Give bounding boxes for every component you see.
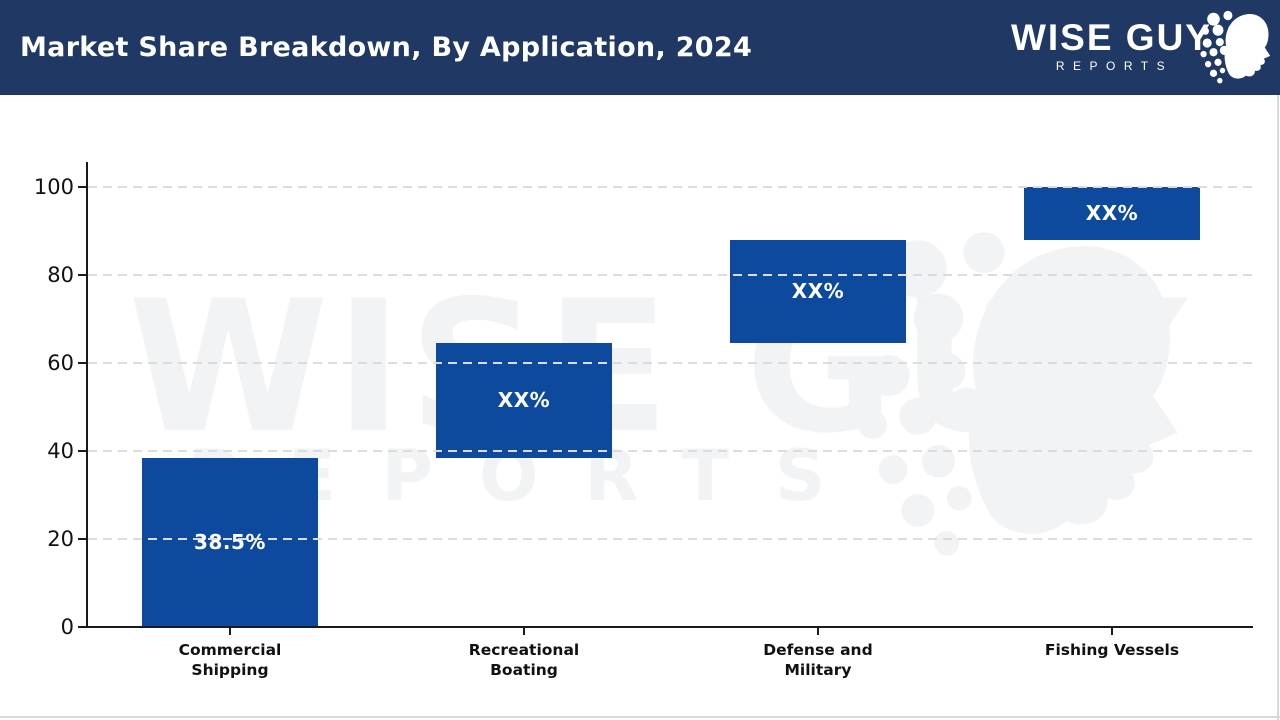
y-axis-tick-mark bbox=[78, 626, 86, 628]
logo-subtitle: REPORTS bbox=[1055, 59, 1174, 73]
bar-defense-and-military: XX% bbox=[730, 239, 906, 344]
y-axis-tick-mark bbox=[78, 450, 86, 452]
x-axis-tick-mark bbox=[817, 628, 819, 635]
y-axis-tick-label-40: 40 bbox=[47, 439, 74, 463]
y-axis-spine bbox=[86, 162, 88, 627]
category-label-line: Recreational bbox=[468, 641, 580, 659]
logo-text: WISE GUY REPORTS bbox=[1010, 17, 1212, 74]
gridline-100 bbox=[88, 186, 1253, 188]
header-bar: Market Share Breakdown, By Application, … bbox=[0, 0, 1280, 95]
bar-commercial-shipping: 38.5% bbox=[142, 457, 318, 627]
gridline-80 bbox=[88, 274, 1253, 276]
y-axis-tick-label-100: 100 bbox=[33, 175, 74, 199]
page-right-border bbox=[1277, 95, 1279, 720]
y-axis-tick-mark bbox=[78, 274, 86, 276]
x-axis-category-label-commercial-shipping: Commercial Shipping bbox=[115, 640, 345, 680]
y-axis-tick-label-60: 60 bbox=[47, 351, 74, 375]
x-axis-category-label-defense-and-military: Defense and Military bbox=[703, 640, 933, 680]
bar-value-label: 38.5% bbox=[194, 530, 266, 555]
y-axis-tick-mark bbox=[78, 362, 86, 364]
bar-recreational-boating: XX% bbox=[436, 343, 612, 458]
y-axis-tick-label-20: 20 bbox=[47, 527, 74, 551]
x-axis-tick-mark bbox=[523, 628, 525, 635]
x-axis-category-label-recreational-boating: Recreational Boating bbox=[409, 640, 639, 680]
category-label-line: Fishing Vessels bbox=[1044, 641, 1180, 659]
y-axis-tick-label-80: 80 bbox=[47, 263, 74, 287]
y-axis-tick-label-0: 0 bbox=[60, 615, 74, 639]
logo-head-icon bbox=[1200, 10, 1271, 84]
x-axis-tick-mark bbox=[1111, 628, 1113, 635]
y-axis-tick-mark bbox=[78, 186, 86, 188]
category-label-line: Defense and bbox=[763, 641, 873, 659]
category-label-line: Shipping bbox=[191, 661, 269, 679]
wise-guy-reports-logo: WISE GUY REPORTS bbox=[1010, 4, 1271, 92]
x-axis-tick-mark bbox=[229, 628, 231, 635]
x-axis-spine bbox=[86, 626, 1253, 628]
y-axis-tick-mark bbox=[78, 538, 86, 540]
page-bottom-border bbox=[0, 716, 1280, 718]
category-label-line: Commercial bbox=[178, 641, 282, 659]
bar-fishing-vessels: XX% bbox=[1024, 187, 1200, 240]
bar-value-label: XX% bbox=[497, 388, 551, 413]
gridline-20 bbox=[88, 538, 1253, 540]
category-label-line: Military bbox=[784, 661, 852, 679]
category-label-line: Boating bbox=[490, 661, 558, 679]
bar-value-label: XX% bbox=[791, 279, 845, 304]
bar-value-label: XX% bbox=[1085, 201, 1139, 226]
page-title: Market Share Breakdown, By Application, … bbox=[20, 32, 753, 63]
gridline-60 bbox=[88, 362, 1253, 364]
gridline-40 bbox=[88, 450, 1253, 452]
x-axis-category-label-fishing-vessels: Fishing Vessels bbox=[997, 640, 1227, 660]
logo-wordmark: WISE GUY bbox=[1010, 17, 1212, 58]
